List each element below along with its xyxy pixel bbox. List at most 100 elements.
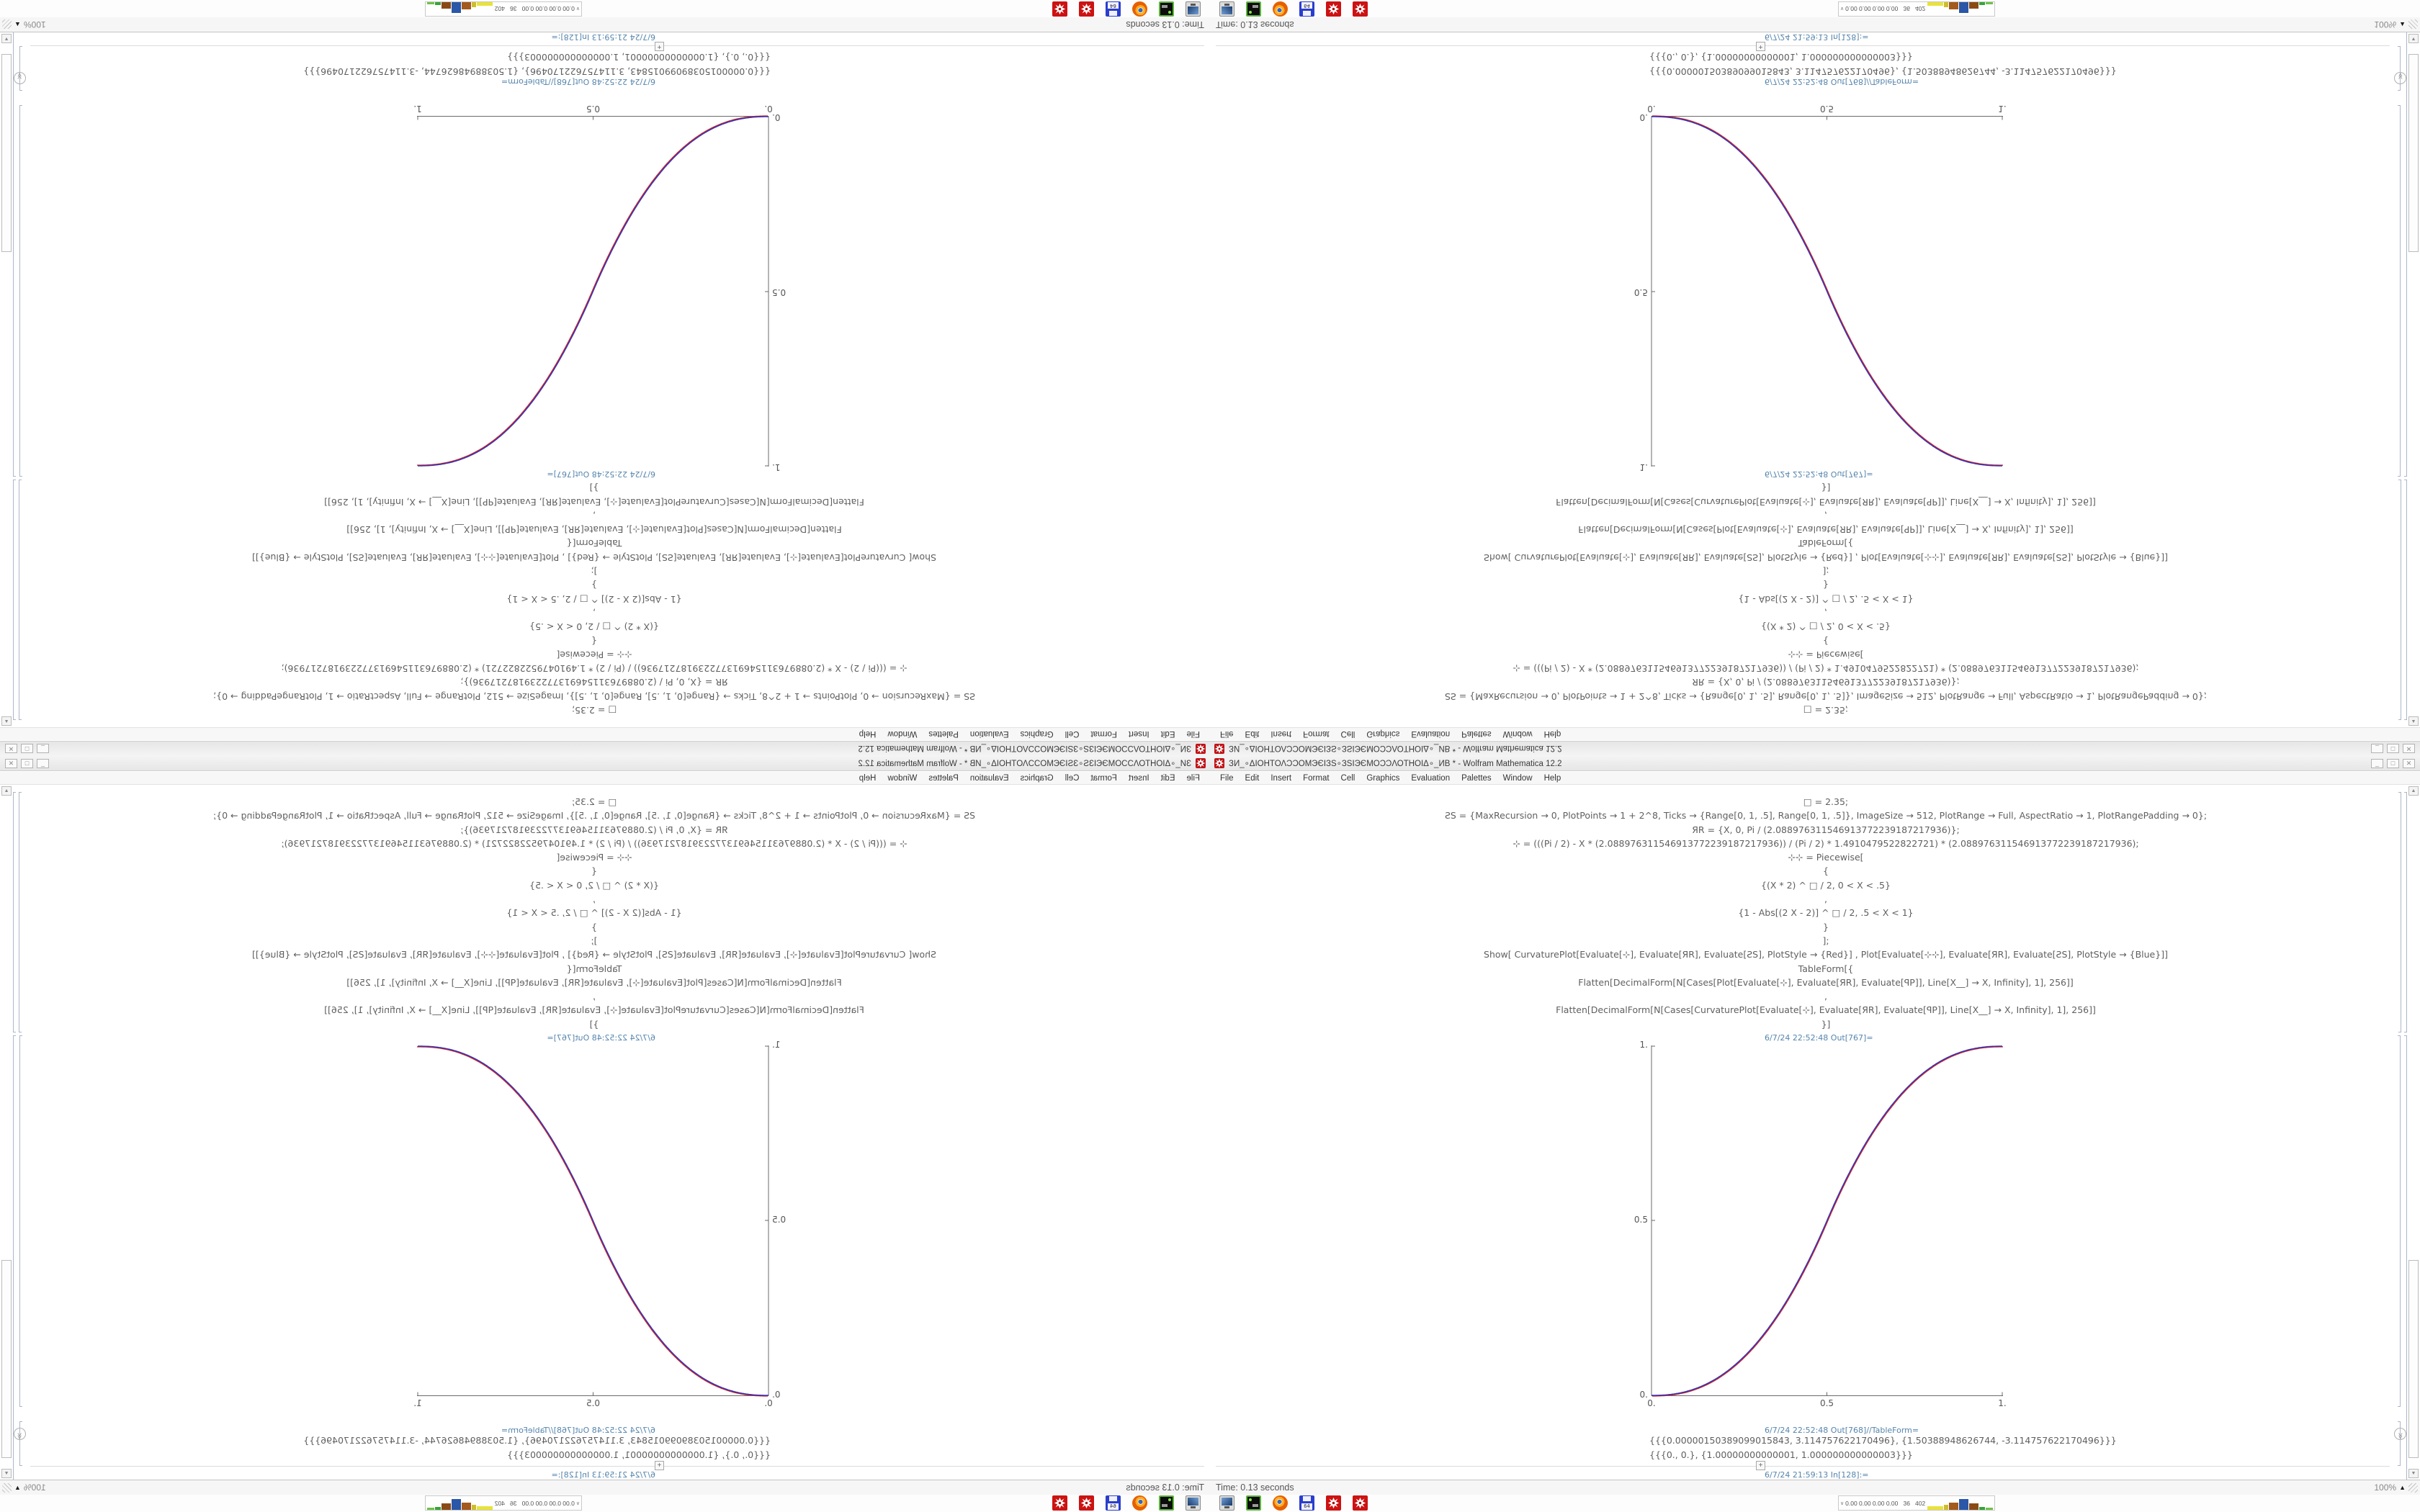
code-line[interactable]: } [591,921,597,932]
zoom-level[interactable]: 100% [2374,1482,2397,1493]
code-line[interactable]: Flatten[DecimalForm[N[Cases[CurvaturePlo… [1556,1004,2096,1016]
code-line[interactable]: ЯR = {X, 0, Pi / (2.08897631154691377223… [1692,677,1960,688]
code-line[interactable]: Show[ CurvaturePlot[Evaluate[⊹], Evaluat… [252,552,936,563]
floppy-64-icon[interactable]: 64 [1106,1,1121,17]
zoom-menu-arrow-icon[interactable]: ▲ [14,21,21,28]
scroll-up-icon[interactable]: ▲ [1,716,12,726]
code-line[interactable]: ⊹ = (((Pi / 2) - X * (2.0889763115469137… [1512,663,2139,675]
menu-item-edit[interactable]: Edit [1160,773,1175,783]
green-terminal-icon[interactable] [1246,1,1261,17]
menu-item-palettes[interactable]: Palettes [928,729,959,739]
menu-item-edit[interactable]: Edit [1245,729,1260,739]
menu-item-format[interactable]: Format [1090,729,1117,739]
code-line[interactable]: Flatten[DecimalForm[N[Cases[CurvaturePlo… [324,496,864,508]
code-line[interactable]: {(X * 2) ^ □ / 2, 0 < X < .5} [1761,621,1891,633]
code-line[interactable]: , [1824,894,1827,905]
floppy-64-icon[interactable]: 64 [1299,1,1314,17]
code-line[interactable]: Show[ CurvaturePlot[Evaluate[⊹], Evaluat… [1484,949,2168,960]
code-line[interactable]: ]; [1822,935,1829,946]
cell-bracket-plot[interactable] [2398,1035,2401,1407]
code-line[interactable]: ]; [1822,566,1829,577]
minimize-button[interactable]: _ [2371,744,2383,754]
code-line[interactable]: , [593,607,596,618]
menu-item-cell[interactable]: Cell [1065,773,1080,783]
menu-item-palettes[interactable]: Palettes [1461,773,1492,783]
system-monitor-widget[interactable]: ∨ 0.00 0.00 0.00 0.00 36 402 353 34 249 … [425,1495,582,1511]
mathematica-kernel-2-icon[interactable] [1353,1,1368,17]
window-titlebar[interactable]: ЗИ_∘ΔΙΟΗΤΟΛƆƆΟΜЭЄΙЗЅ∘ЗЅΙЭЄΜΟƆƆΛΟΤΗΟΙΔ∘_И… [1210,741,2420,756]
cell-bracket-input-inner[interactable] [2398,480,2401,720]
menu-item-insert[interactable]: Insert [1270,729,1292,739]
cell-bracket-input-outer[interactable] [13,792,16,1032]
code-line[interactable]: ЯR = {X, 0, Pi / (2.08897631154691377223… [460,824,728,835]
menu-item-evaluation[interactable]: Evaluation [1411,773,1451,783]
code-line[interactable]: Flatten[DecimalForm[N[Cases[Plot[Evaluat… [1578,976,2074,988]
cell-bracket-plot[interactable] [19,105,22,477]
maximize-button[interactable]: □ [2387,744,2399,754]
menu-item-window[interactable]: Window [887,729,918,739]
mathematica-kernel-2-icon[interactable] [1052,1,1067,17]
display-capture-icon[interactable] [1219,1495,1234,1511]
code-line[interactable]: □ = 2.35; [1803,705,1849,716]
mathematica-kernel-icon[interactable] [1079,1,1094,17]
zoom-menu-arrow-icon[interactable]: ▲ [2399,21,2406,28]
code-line[interactable]: {1 - Abs[(2 X - 2)] ^ □ / 2, .5 < X < 1} [506,907,682,919]
code-line[interactable]: Flatten[DecimalForm[N[Cases[Plot[Evaluat… [1578,524,2074,536]
maximize-button[interactable]: □ [21,744,33,754]
code-line[interactable]: Flatten[DecimalForm[N[Cases[CurvaturePlo… [1556,496,2096,508]
scroll-up-icon[interactable]: ▲ [2408,716,2419,726]
close-button[interactable]: ✕ [5,744,17,754]
menu-item-file[interactable]: File [1186,773,1200,783]
code-line[interactable]: ]; [591,566,598,577]
code-line[interactable]: } [1823,580,1829,591]
firefox-icon[interactable] [1132,1,1147,17]
menu-item-graphics[interactable]: Graphics [1366,773,1400,783]
code-line[interactable]: , [593,991,596,1002]
menu-item-window[interactable]: Window [887,773,918,783]
cell-bracket-output-group[interactable] [2404,32,2407,477]
minimize-button[interactable]: _ [37,758,49,768]
mathematica-kernel-2-icon[interactable] [1052,1495,1067,1511]
scroll-down-icon[interactable]: ▼ [1,1469,12,1478]
cell-bracket-input-inner[interactable] [19,480,22,720]
display-capture-icon[interactable] [1219,1,1234,17]
scrollbar-thumb[interactable] [2408,1260,2419,1458]
code-line[interactable]: { [1823,865,1829,877]
input-cell[interactable]: □ = 2.35; ƧS = {MaxRecursion → 0, PlotPoi… [36,795,1152,1031]
cell-bracket-plot[interactable] [19,1035,22,1407]
window-titlebar[interactable]: ЗИ_∘ΔΙΟΗΤΟΛƆƆΟΜЭЄΙЗЅ∘ЗЅΙЭЄΜΟƆƆΛΟΤΗΟΙΔ∘_И… [1210,756,2420,771]
code-line[interactable]: TableForm[{ [566,538,622,549]
menu-item-help[interactable]: Help [859,773,877,783]
menu-item-file[interactable]: File [1220,773,1234,783]
code-line[interactable]: } [591,580,597,591]
code-line[interactable]: ⊹⊹ = Piecewise[ [1788,649,1864,660]
scroll-down-icon[interactable]: ▼ [2408,1469,2419,1478]
code-line[interactable]: TableForm[{ [1798,538,1854,549]
firefox-icon[interactable] [1273,1,1288,17]
code-line[interactable]: Show[ CurvaturePlot[Evaluate[⊹], Evaluat… [1484,552,2168,563]
maximize-button[interactable]: □ [21,758,33,768]
window-titlebar[interactable]: ЗИ_∘ΔΙΟΗΤΟΛƆƆΟΜЭЄΙЗЅ∘ЗЅΙЭЄΜΟƆƆΛΟΤΗΟΙΔ∘_И… [0,756,1210,771]
menu-item-help[interactable]: Help [859,729,877,739]
cell-insertion-line[interactable] [1216,1466,2390,1467]
floppy-64-icon[interactable]: 64 [1106,1495,1121,1511]
menu-item-evaluation[interactable]: Evaluation [969,773,1009,783]
cell-bracket-output-group[interactable] [13,1035,16,1480]
code-line[interactable]: { [1823,635,1829,647]
code-line[interactable]: Flatten[DecimalForm[N[Cases[Plot[Evaluat… [346,524,842,536]
notebook-area[interactable]: □ = 2.35; ƧS = {MaxRecursion → 0, PlotPoi… [1210,785,2420,1480]
code-line[interactable]: } [1823,921,1829,932]
code-line[interactable]: □ = 2.35; [571,796,617,807]
zoom-menu-arrow-icon[interactable]: ▲ [2399,1484,2406,1491]
code-line[interactable]: {1 - Abs[(2 X - 2)] ^ □ / 2, .5 < X < 1} [506,593,682,605]
code-line[interactable]: □ = 2.35; [1803,796,1849,807]
menu-item-cell[interactable]: Cell [1340,729,1355,739]
resize-grip-icon[interactable] [2408,1482,2418,1493]
code-line[interactable]: }] [1821,482,1831,494]
resize-grip-icon[interactable] [2,19,12,30]
resize-grip-icon[interactable] [2,1482,12,1493]
output-plot[interactable]: 0. 0.5 1. 0. 0.5 1. [1634,104,2007,472]
zoom-level[interactable]: 100% [23,1482,46,1493]
menu-item-graphics[interactable]: Graphics [1020,729,1054,739]
code-line[interactable]: TableForm[{ [566,963,622,974]
